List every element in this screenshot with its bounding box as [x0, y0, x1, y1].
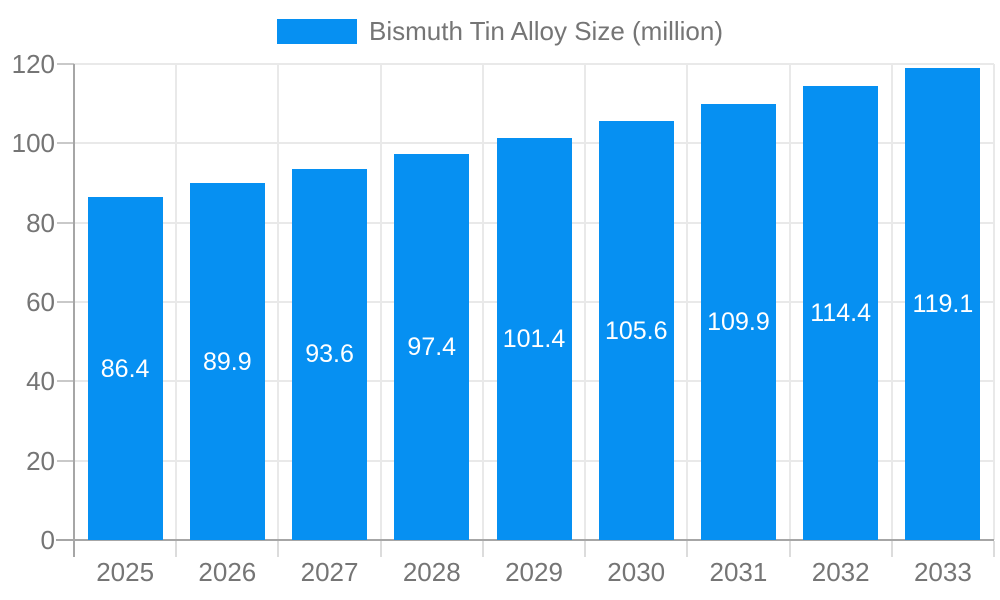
legend[interactable]: Bismuth Tin Alloy Size (million): [0, 14, 1000, 48]
gridline-vertical: [686, 64, 689, 540]
y-axis-tick: [57, 63, 74, 65]
x-axis-tick-label: 2033: [913, 557, 972, 587]
x-axis-tick-label: 2029: [505, 557, 563, 587]
x-axis-line: [56, 539, 994, 541]
x-axis-tick-label: 2026: [198, 557, 257, 587]
y-axis-tick: [57, 459, 74, 462]
x-axis-tick-label: 2028: [402, 557, 461, 587]
x-axis-tick: [788, 541, 791, 557]
bar-2029[interactable]: [496, 137, 572, 540]
x-axis-tick: [584, 541, 587, 557]
gridline-vertical: [890, 64, 893, 540]
bar-2025[interactable]: [87, 197, 163, 540]
y-axis-tick-label: 20: [26, 445, 55, 476]
y-axis-tick-label: 0: [40, 525, 55, 555]
bar-2033[interactable]: [905, 67, 981, 540]
y-axis-tick-label: 40: [26, 366, 55, 397]
bar-value-label: 89.9: [202, 347, 252, 376]
bar-2032[interactable]: [803, 86, 879, 540]
bar-2026[interactable]: [189, 183, 265, 540]
x-axis-tick-label: 2032: [811, 557, 870, 587]
x-axis-tick: [481, 541, 484, 557]
x-axis-tick: [175, 541, 178, 557]
x-axis-tick-label: 2027: [300, 557, 359, 587]
gridline-vertical: [481, 64, 484, 540]
y-axis-tick: [57, 142, 74, 145]
bar-value-label: 119.1: [912, 289, 974, 318]
legend-swatch-icon[interactable]: [277, 18, 357, 44]
x-axis-tick: [890, 541, 893, 557]
gridline-vertical: [584, 64, 587, 540]
y-axis-tick-label: 120: [11, 49, 55, 79]
x-axis-tick: [379, 541, 382, 557]
x-axis-tick: [277, 541, 280, 557]
gridline-vertical: [788, 64, 791, 540]
y-axis-tick-label: 80: [26, 207, 55, 238]
gridline-vertical: [379, 64, 382, 540]
y-axis-tick-label: 100: [11, 128, 55, 159]
y-axis-tick: [57, 221, 74, 224]
gridline-horizontal: [74, 63, 994, 65]
y-axis-tick: [57, 301, 74, 303]
y-axis-line: [73, 64, 75, 557]
bar-value-label: 86.4: [100, 354, 150, 383]
bar-2028[interactable]: [394, 153, 470, 540]
bar-value-label: 105.6: [604, 316, 668, 345]
y-axis-tick: [57, 380, 74, 383]
bar-value-label: 114.4: [810, 299, 872, 328]
x-axis-tick-label: 2031: [709, 557, 768, 587]
bar-2031[interactable]: [700, 104, 776, 540]
bar-2027[interactable]: [292, 168, 368, 540]
legend-label: Bismuth Tin Alloy Size (million): [369, 16, 723, 46]
gridline-vertical: [175, 64, 178, 540]
x-axis-tick: [993, 541, 995, 557]
x-axis-tick-label: 2025: [96, 557, 155, 587]
bar-2030[interactable]: [598, 121, 674, 540]
bar-value-label: 101.4: [502, 324, 566, 353]
bar-value-label: 109.9: [707, 308, 770, 337]
x-axis-tick-label: 2030: [607, 557, 666, 587]
x-axis-tick: [686, 541, 689, 557]
gridline-vertical: [993, 64, 995, 540]
y-axis-tick-label: 60: [26, 287, 55, 317]
bar-value-label: 97.4: [407, 332, 457, 361]
bar-value-label: 93.6: [305, 340, 354, 369]
gridline-vertical: [277, 64, 280, 540]
